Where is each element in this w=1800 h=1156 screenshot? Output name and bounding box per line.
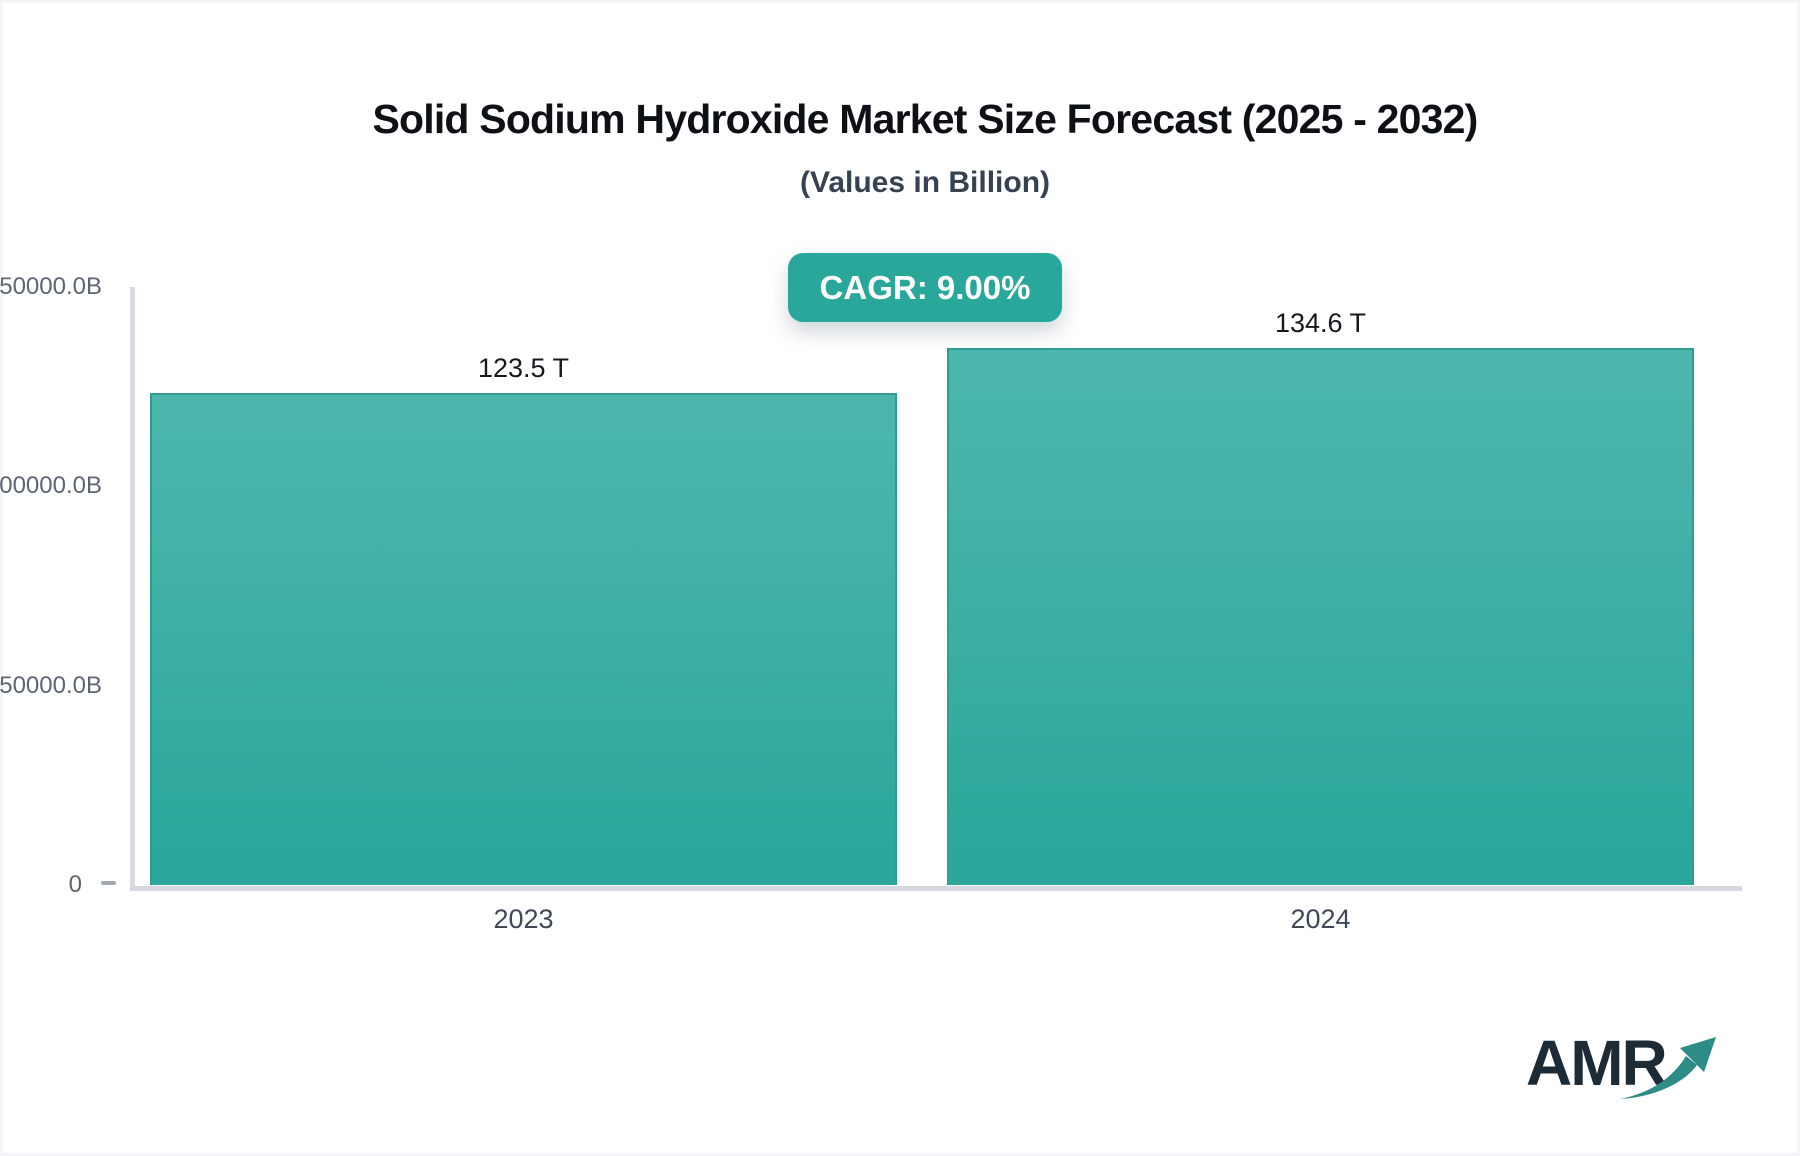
chart-title: Solid Sodium Hydroxide Market Size Forec… (372, 96, 1478, 142)
bar-2023 (150, 392, 897, 885)
y-tick-label-150000: 150000.0B (0, 273, 102, 300)
x-tick-label-2024: 2024 (1290, 904, 1351, 934)
x-axis-line (130, 886, 1742, 891)
bar-value-label-2023: 123.5 T (477, 352, 570, 383)
bar-value-label-2024: 134.6 T (1274, 308, 1367, 339)
y-tick-label-50000: 50000.0B (0, 671, 102, 699)
amr-logo: AMR (1526, 1026, 1736, 1116)
cagr-badge: CAGR: 9.00% (788, 253, 1062, 322)
bar-2024 (947, 348, 1694, 885)
x-tick-label-2023: 2023 (493, 904, 554, 934)
y-tick-label-0: 0 (68, 871, 82, 898)
growth-arrow-icon (1620, 1037, 1716, 1099)
amr-logo-text: AMR (1526, 1027, 1668, 1099)
y-axis-zero-tick (101, 881, 116, 885)
y-tick-label-100000: 100000.0B (0, 472, 102, 500)
chart-subtitle: (Values in Billion) (799, 166, 1051, 199)
y-axis-line (130, 287, 135, 886)
